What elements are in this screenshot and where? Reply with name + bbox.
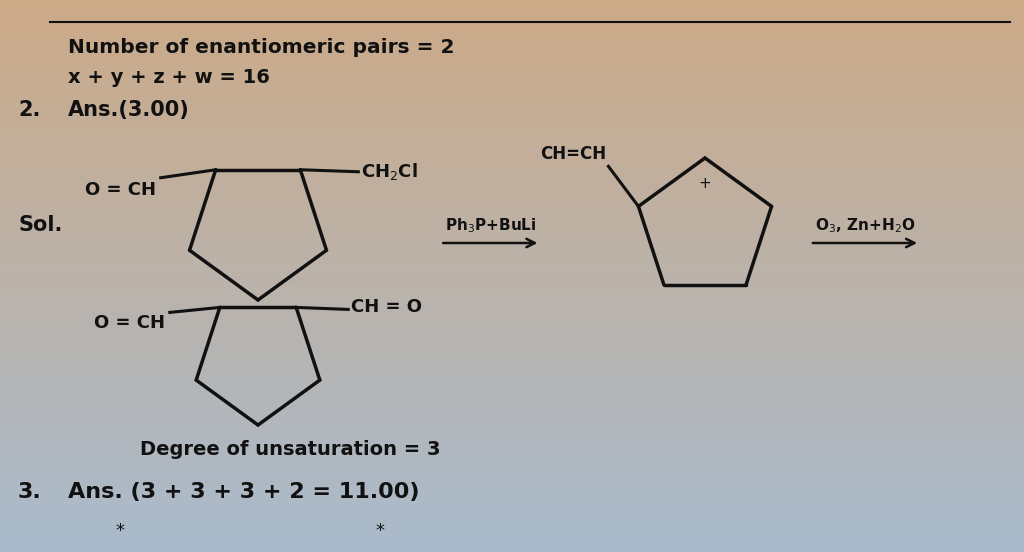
Text: Sol.: Sol. bbox=[18, 215, 62, 235]
Text: O$_3$, Zn+H$_2$O: O$_3$, Zn+H$_2$O bbox=[815, 216, 915, 235]
Text: Number of enantiomeric pairs = 2: Number of enantiomeric pairs = 2 bbox=[68, 38, 455, 57]
Text: O = CH: O = CH bbox=[94, 315, 165, 332]
Text: 2.: 2. bbox=[18, 100, 40, 120]
Text: *: * bbox=[376, 522, 384, 540]
Text: 3.: 3. bbox=[18, 482, 42, 502]
Text: Ph$_3$P+BuLi: Ph$_3$P+BuLi bbox=[444, 216, 536, 235]
Text: Ans. (3 + 3 + 3 + 2 = 11.00): Ans. (3 + 3 + 3 + 2 = 11.00) bbox=[68, 482, 420, 502]
Text: CH=CH: CH=CH bbox=[541, 145, 606, 163]
Text: +: + bbox=[698, 176, 712, 191]
Text: Degree of unsaturation = 3: Degree of unsaturation = 3 bbox=[140, 440, 440, 459]
Text: x + y + z + w = 16: x + y + z + w = 16 bbox=[68, 68, 270, 87]
Text: O = CH: O = CH bbox=[85, 181, 156, 199]
Text: CH$_2$Cl: CH$_2$Cl bbox=[361, 161, 418, 182]
Text: Ans.(3.00): Ans.(3.00) bbox=[68, 100, 189, 120]
Text: CH = O: CH = O bbox=[351, 299, 422, 316]
Text: *: * bbox=[116, 522, 125, 540]
